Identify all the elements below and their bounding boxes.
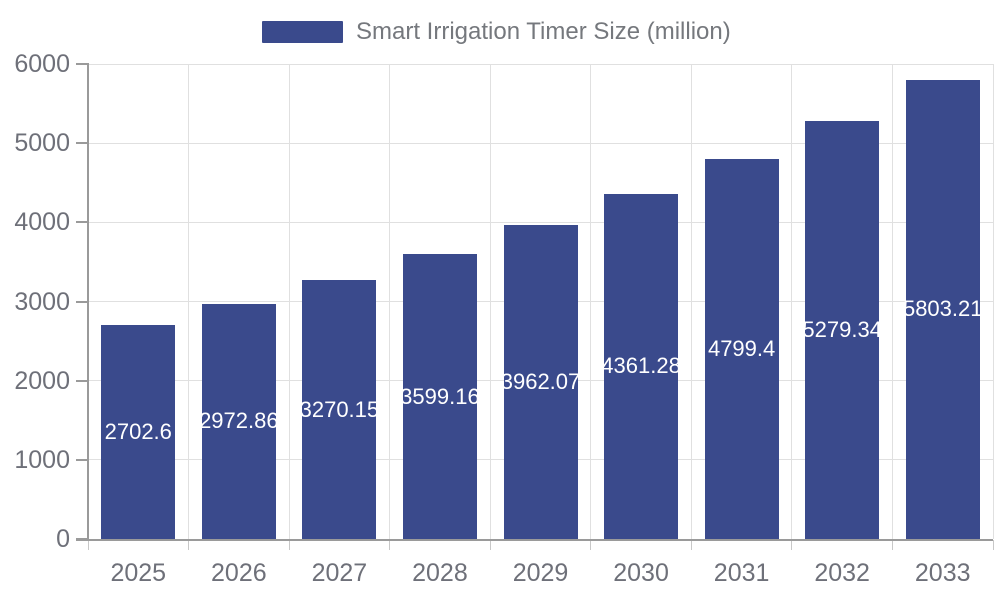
legend-label: Smart Irrigation Timer Size (million) [356, 18, 731, 45]
x-tick-mark [389, 540, 391, 550]
y-tick-label: 4000 [14, 208, 70, 237]
h-gridline [88, 221, 993, 223]
x-tick-mark [791, 540, 793, 550]
bar-2029[interactable] [503, 225, 578, 539]
v-gridline [489, 64, 491, 539]
v-gridline [188, 64, 190, 539]
x-axis-label: 2025 [110, 559, 167, 587]
x-tick-mark [891, 540, 893, 550]
x-axis-label: 2033 [914, 559, 971, 587]
bar-2028[interactable] [402, 254, 477, 539]
x-axis-line [76, 539, 993, 541]
x-tick-mark [288, 540, 290, 550]
bar-2033[interactable] [905, 79, 980, 539]
y-tick-label: 3000 [14, 287, 70, 316]
x-axis-label: 2030 [613, 559, 669, 587]
v-gridline [992, 64, 994, 539]
y-tick-label: 2000 [14, 366, 70, 395]
legend-item[interactable]: Smart Irrigation Timer Size (million) [262, 19, 731, 45]
x-tick-mark [690, 540, 692, 550]
bar-2030[interactable] [604, 193, 679, 539]
v-gridline [590, 64, 592, 539]
y-tick-mark [76, 379, 87, 382]
y-tick-label: 0 [56, 525, 70, 553]
bar-2025[interactable] [101, 325, 176, 539]
bar-2026[interactable] [201, 303, 276, 539]
x-axis-label: 2029 [512, 559, 569, 587]
bar-2032[interactable] [805, 121, 880, 539]
v-gridline [791, 64, 793, 539]
x-tick-mark [489, 540, 491, 550]
x-tick-mark [87, 540, 89, 550]
v-gridline [389, 64, 391, 539]
y-tick-mark [76, 300, 87, 303]
y-tick-label: 6000 [14, 50, 70, 78]
h-gridline [88, 142, 993, 144]
x-tick-mark [188, 540, 190, 550]
y-tick-label: 5000 [14, 129, 70, 158]
v-gridline [690, 64, 692, 539]
x-tick-mark [590, 540, 592, 550]
v-gridline [288, 64, 290, 539]
legend-swatch [262, 21, 343, 43]
x-axis-label: 2031 [713, 559, 770, 587]
h-gridline [88, 63, 993, 65]
x-tick-mark [992, 540, 994, 550]
x-axis-label: 2027 [311, 559, 368, 587]
y-tick-mark [76, 142, 87, 145]
y-axis-line [87, 63, 89, 539]
y-tick-mark [76, 458, 87, 461]
x-axis-label: 2026 [211, 559, 267, 587]
x-axis-label: 2032 [814, 559, 870, 587]
bar-2031[interactable] [704, 159, 779, 539]
bar-2027[interactable] [302, 280, 377, 539]
y-tick-label: 1000 [14, 445, 70, 474]
x-axis-label: 2028 [412, 559, 468, 587]
y-tick-mark [76, 63, 87, 65]
v-gridline [891, 64, 893, 539]
y-tick-mark [76, 221, 87, 224]
